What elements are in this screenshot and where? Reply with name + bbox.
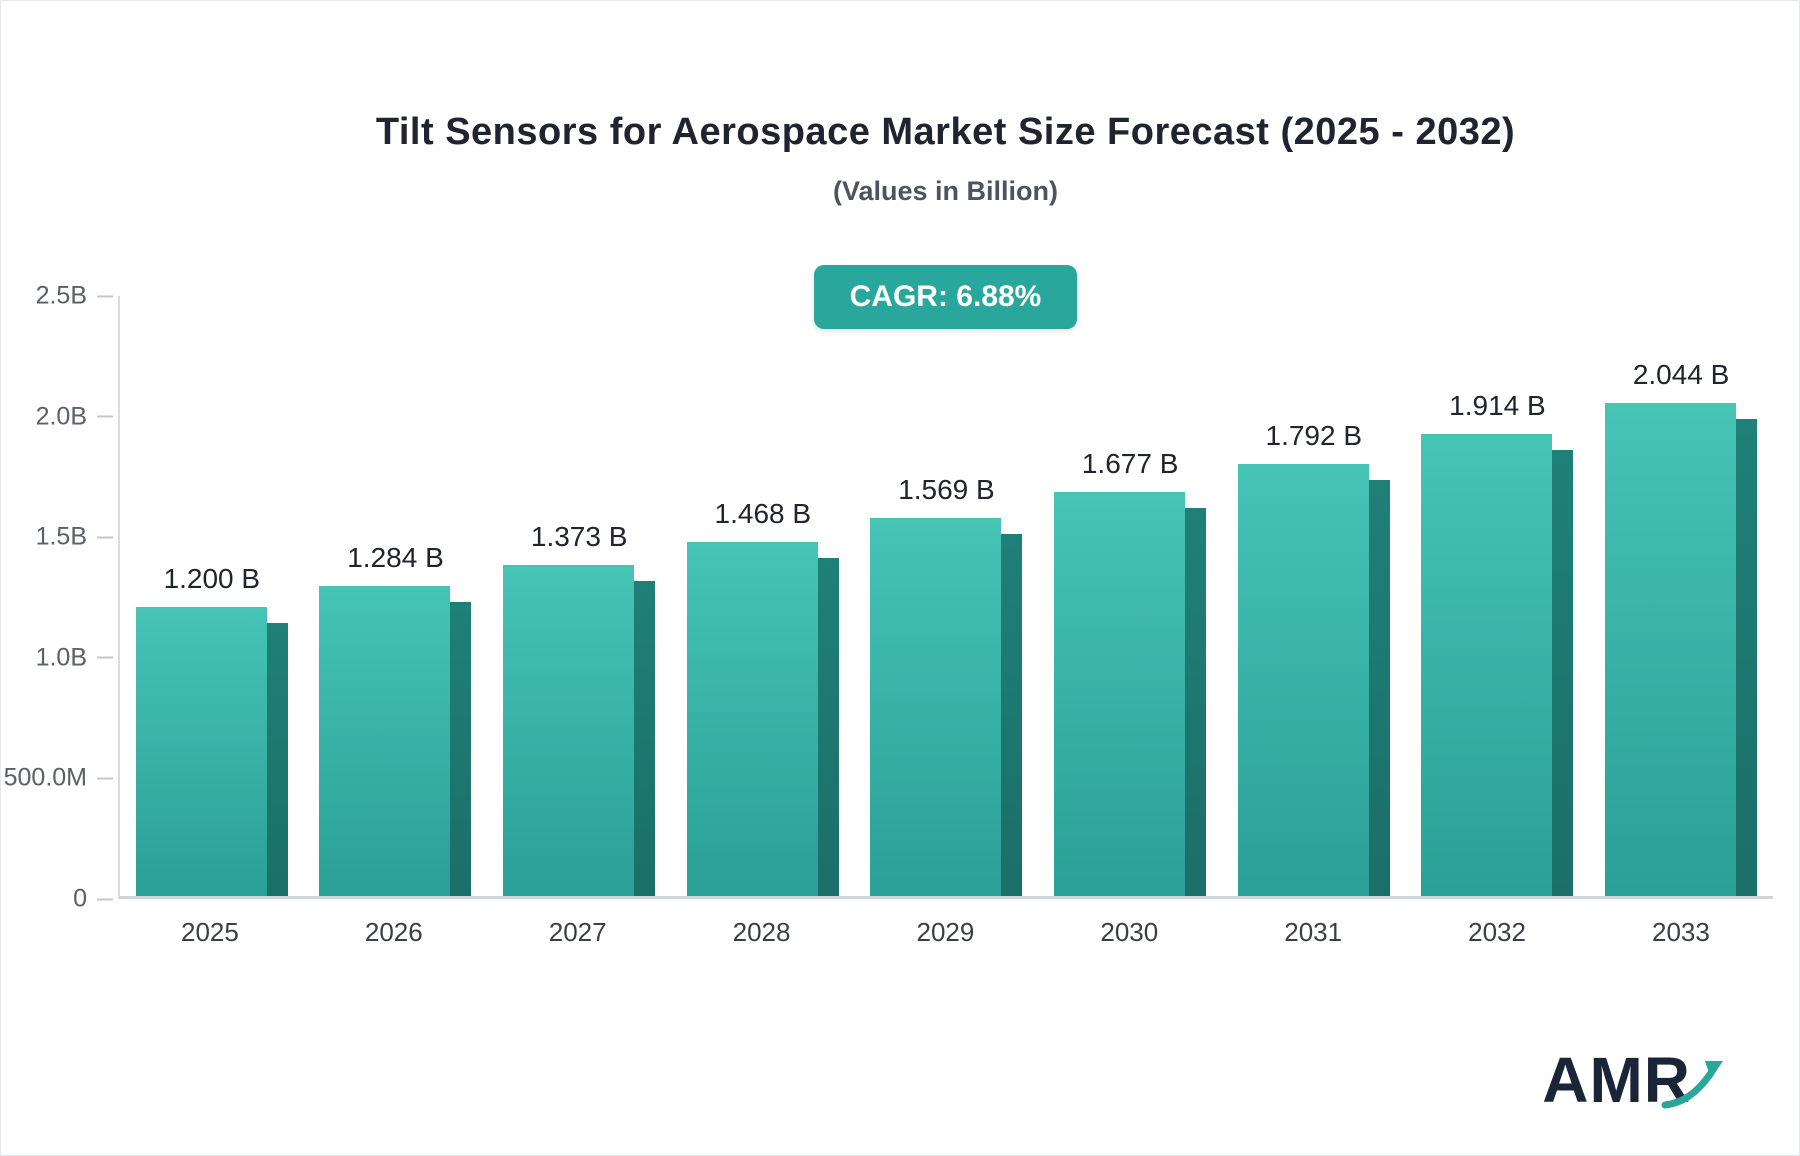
y-axis-tick-mark — [97, 898, 113, 900]
bar — [319, 586, 472, 896]
x-axis-label: 2028 — [732, 917, 791, 947]
bar-group: 1.200 B — [135, 562, 288, 896]
y-axis-label: 1.5B — [35, 522, 87, 551]
bar-value-label: 1.792 B — [1265, 419, 1363, 451]
y-axis: 0 500.0M 1.0B 1.5B 2.0B 2.5B — [1, 282, 113, 913]
bar-side-shadow — [450, 602, 472, 896]
bar-side-shadow — [266, 622, 288, 896]
y-axis-tick: 1.0B — [36, 643, 113, 672]
amr-logo: AMR — [1542, 1043, 1725, 1117]
bar-value-label: 1.914 B — [1449, 390, 1546, 422]
bar-group: 1.792 B — [1237, 419, 1390, 896]
bar — [686, 541, 839, 896]
bar-side-shadow — [1001, 533, 1023, 896]
cagr-badge: CAGR: 6.88% — [813, 265, 1078, 329]
bar-group: 1.373 B — [503, 520, 656, 896]
x-axis-label: 2032 — [1468, 917, 1526, 947]
bar-side-shadow — [1185, 507, 1207, 896]
chart-subtitle: (Values in Billion) — [832, 176, 1059, 206]
y-axis-tick-mark — [97, 777, 113, 780]
x-axis-label: 2026 — [364, 917, 423, 947]
y-axis-label: 500.0M — [3, 763, 87, 792]
bar-value-label: 1.677 B — [1081, 447, 1179, 479]
bar-value-label: 1.468 B — [714, 497, 812, 529]
y-axis-tick: 1.5B — [36, 523, 113, 552]
bar — [870, 517, 1023, 896]
bar — [1237, 463, 1390, 896]
bar — [1605, 403, 1758, 896]
y-axis-label: 0 — [73, 884, 87, 913]
bar-side-shadow — [1368, 479, 1390, 896]
bar-side-shadow — [634, 580, 656, 896]
y-axis-label: 1.0B — [35, 643, 87, 672]
bar-face — [870, 517, 1002, 896]
y-axis-tick: 2.0B — [36, 402, 113, 431]
y-axis-tick: 0 — [73, 885, 113, 914]
y-axis-label: 2.5B — [35, 281, 87, 310]
bar-group: 1.914 B — [1421, 390, 1574, 896]
bar-face — [1421, 434, 1553, 896]
bar-face — [135, 606, 267, 896]
y-axis-tick: 500.0M — [4, 764, 113, 793]
bar-group: 2.044 B — [1605, 359, 1758, 896]
bar-side-shadow — [817, 557, 839, 896]
bar-value-label: 2.044 B — [1632, 359, 1730, 390]
growth-arrow-icon — [1661, 1061, 1723, 1109]
cagr-badge-wrap: CAGR: 6.88% — [118, 265, 1773, 329]
bar-group: 1.677 B — [1054, 447, 1207, 896]
bar-face — [1237, 463, 1369, 896]
x-axis-label: 2033 — [1652, 917, 1710, 947]
bar-face — [319, 586, 451, 896]
y-axis-tick-mark — [97, 536, 113, 539]
bar — [503, 564, 656, 896]
bar-face — [1605, 403, 1737, 896]
bar-side-shadow — [1736, 419, 1758, 896]
chart-title: Tilt Sensors for Aerospace Market Size F… — [375, 111, 1516, 153]
bar-face — [686, 541, 818, 896]
x-axis-label: 2027 — [548, 917, 607, 947]
x-axis-label: 2031 — [1284, 917, 1343, 947]
x-axis-label: 2030 — [1100, 917, 1159, 947]
bar-value-label: 1.200 B — [163, 562, 261, 594]
y-axis-tick-mark — [97, 295, 113, 297]
bar-value-label: 1.569 B — [898, 473, 995, 505]
x-axis-label: 2029 — [916, 917, 975, 947]
x-axis: 2025 2026 2027 2028 2029 2030 2031 2032 2033 — [118, 917, 1773, 948]
bar — [1421, 434, 1574, 896]
bar-side-shadow — [1552, 450, 1574, 896]
y-axis-label: 2.0B — [35, 402, 87, 431]
x-axis-label: 2025 — [181, 917, 239, 947]
bar-group: 1.284 B — [319, 542, 472, 896]
bar-face — [1054, 491, 1186, 896]
bar-group: 1.569 B — [870, 473, 1023, 896]
bar-face — [503, 564, 635, 896]
bar-group: 1.468 B — [686, 497, 839, 896]
y-axis-tick-mark — [97, 415, 113, 418]
bar-value-label: 1.373 B — [530, 520, 628, 552]
bars-container: 1.200 B 1.284 B 1.373 B 1.468 B 1.569 B 1.677… — [120, 359, 1773, 896]
y-axis-tick: 2.5B — [36, 282, 113, 311]
bar-value-label: 1.284 B — [347, 542, 444, 574]
bar — [1054, 491, 1207, 896]
plot-area: 1.200 B 1.284 B 1.373 B 1.468 B 1.569 B 1.677… — [118, 296, 1773, 899]
y-axis-tick-mark — [97, 656, 113, 659]
bar — [135, 606, 288, 896]
chart-header: Tilt Sensors for Aerospace Market Size F… — [118, 111, 1773, 207]
